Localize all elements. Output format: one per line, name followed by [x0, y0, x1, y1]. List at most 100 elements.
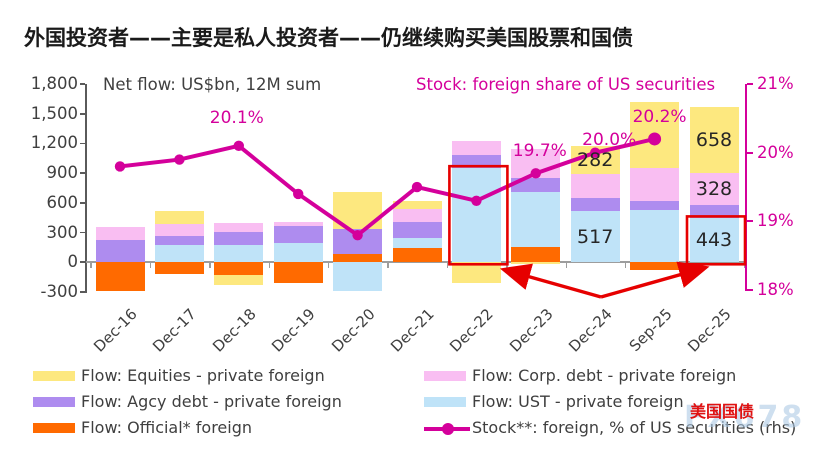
legend-item: Stock**: foreign, % of US securities (rh… — [424, 418, 804, 440]
stock-line-point — [174, 154, 185, 165]
legend-item: Flow: Agcy debt - private foreign — [33, 392, 413, 414]
legend-label: Stock**: foreign, % of US securities (rh… — [472, 418, 797, 437]
left-axis-tick-label: 1,200 — [30, 133, 78, 153]
line-point-label: 20.2% — [632, 106, 687, 127]
bar-segment-equities — [392, 201, 442, 209]
left-axis-subtitle: Net flow: US$bn, 12M sum — [103, 75, 322, 94]
stock-line-point — [114, 161, 126, 172]
left-axis-tick-label: 0 — [67, 252, 79, 272]
bar-segment-agcy — [392, 221, 442, 238]
x-axis-tick — [387, 263, 389, 268]
watermark-cn: 美国国债 — [690, 402, 755, 421]
x-axis-tick — [209, 263, 211, 268]
x-axis-tick — [327, 263, 330, 268]
left-axis-tick-label: 600 — [46, 192, 79, 212]
x-axis-tick — [624, 263, 627, 268]
legend-item: Flow: Corp. debt - private foreign — [424, 366, 804, 388]
left-axis-tick-label: -300 — [40, 282, 78, 301]
bar-segment-official — [333, 253, 383, 263]
x-axis-zero-line — [86, 261, 746, 264]
figure-title: 外国投资者——主要是私人投资者——仍继续购买美国股票和国债 — [24, 26, 633, 50]
legend-item: Flow: UST - private foreign — [424, 392, 804, 414]
left-axis-tick-label: 1,800 — [30, 74, 78, 93]
bar-segment-official — [630, 262, 680, 271]
bar-segment-official — [273, 262, 323, 283]
legend-label: Flow: Official* foreign — [81, 418, 252, 437]
left-axis-tick — [80, 142, 85, 145]
bar-segment-agcy — [630, 201, 680, 210]
bar-segment-agcy — [689, 205, 739, 219]
legend-swatch — [33, 397, 75, 407]
left-axis-tick-label: 300 — [46, 222, 79, 242]
bar-value-label: 328 — [695, 177, 733, 200]
left-axis-tick — [80, 291, 85, 293]
legend-item: Flow: Equities - private foreign — [33, 366, 413, 388]
bar-segment-ust — [451, 168, 501, 263]
stock-line-point — [648, 132, 662, 146]
right-axis-tick-label: 18% — [757, 280, 794, 300]
stock-line-point — [590, 147, 601, 158]
legend-swatch — [33, 371, 75, 381]
highlight-box-Dec-22 — [448, 164, 509, 266]
legend-label: Flow: Equities - private foreign — [81, 366, 325, 385]
bar-segment-ust — [154, 245, 204, 263]
left-axis-tick — [80, 172, 85, 174]
bar-segment-corp — [154, 223, 204, 236]
right-axis-tick — [747, 289, 753, 292]
stock-line-point — [471, 195, 482, 206]
annotation-arrow — [499, 263, 602, 299]
stock-line-point — [233, 140, 244, 152]
right-axis-subtitle: Stock: foreign share of US securities — [416, 75, 716, 94]
stock-line-point — [352, 229, 363, 241]
x-axis-tick — [268, 263, 270, 268]
bar-segment-official — [511, 247, 561, 263]
stock-line-point — [530, 168, 541, 179]
legend-swatch — [33, 423, 75, 433]
bar-segment-corp — [630, 167, 680, 202]
bar-value-label: 517 — [577, 225, 614, 248]
legend-line-dot — [442, 422, 454, 435]
right-axis-tick — [747, 220, 753, 223]
bar-segment-corp — [570, 174, 620, 198]
highlight-box-Dec-25 — [685, 215, 747, 266]
bar-segment-ust — [273, 243, 323, 263]
bar-segment-agcy — [570, 197, 620, 212]
right-axis-tick-label: 19% — [757, 211, 794, 231]
legend-label: Flow: UST - private foreign — [472, 392, 684, 411]
stock-line-point — [411, 181, 423, 193]
left-axis-tick — [80, 112, 85, 115]
left-axis-tick-label: 1,500 — [30, 103, 78, 123]
right-axis-tick-label: 21% — [757, 74, 794, 93]
left-axis-tick — [80, 202, 85, 204]
bar-segment-agcy — [511, 178, 561, 192]
bar-segment-corp — [689, 172, 739, 206]
bar-segment-equities — [451, 262, 501, 284]
stock-line-point — [293, 188, 304, 200]
stock-line — [118, 136, 657, 238]
bar-segment-agcy — [273, 225, 323, 244]
bar-segment-ust — [392, 237, 442, 249]
bar-value-label: 443 — [695, 229, 733, 252]
x-axis-tick — [90, 263, 92, 268]
left-axis-tick-label: 900 — [46, 163, 79, 183]
right-axis-tick-label: 20% — [757, 142, 794, 162]
bar-segment-ust — [511, 191, 561, 248]
bar-segment-official — [154, 262, 204, 275]
legend-label: Flow: Agcy debt - private foreign — [81, 392, 342, 411]
bar-segment-corp — [273, 221, 323, 226]
bar-segment-corp — [214, 223, 264, 233]
bar-segment-equities — [511, 262, 561, 265]
x-axis-tick — [149, 263, 152, 268]
left-axis-tick — [80, 83, 85, 85]
annotation-arrow — [600, 261, 710, 299]
right-axis-tick — [747, 151, 753, 154]
bar-segment-ust — [333, 262, 383, 291]
left-axis-spine — [85, 84, 87, 293]
bar-segment-official — [214, 262, 264, 275]
bar-segment-ust — [214, 245, 264, 263]
left-axis-tick — [80, 231, 85, 234]
bar-segment-equities — [214, 274, 264, 285]
